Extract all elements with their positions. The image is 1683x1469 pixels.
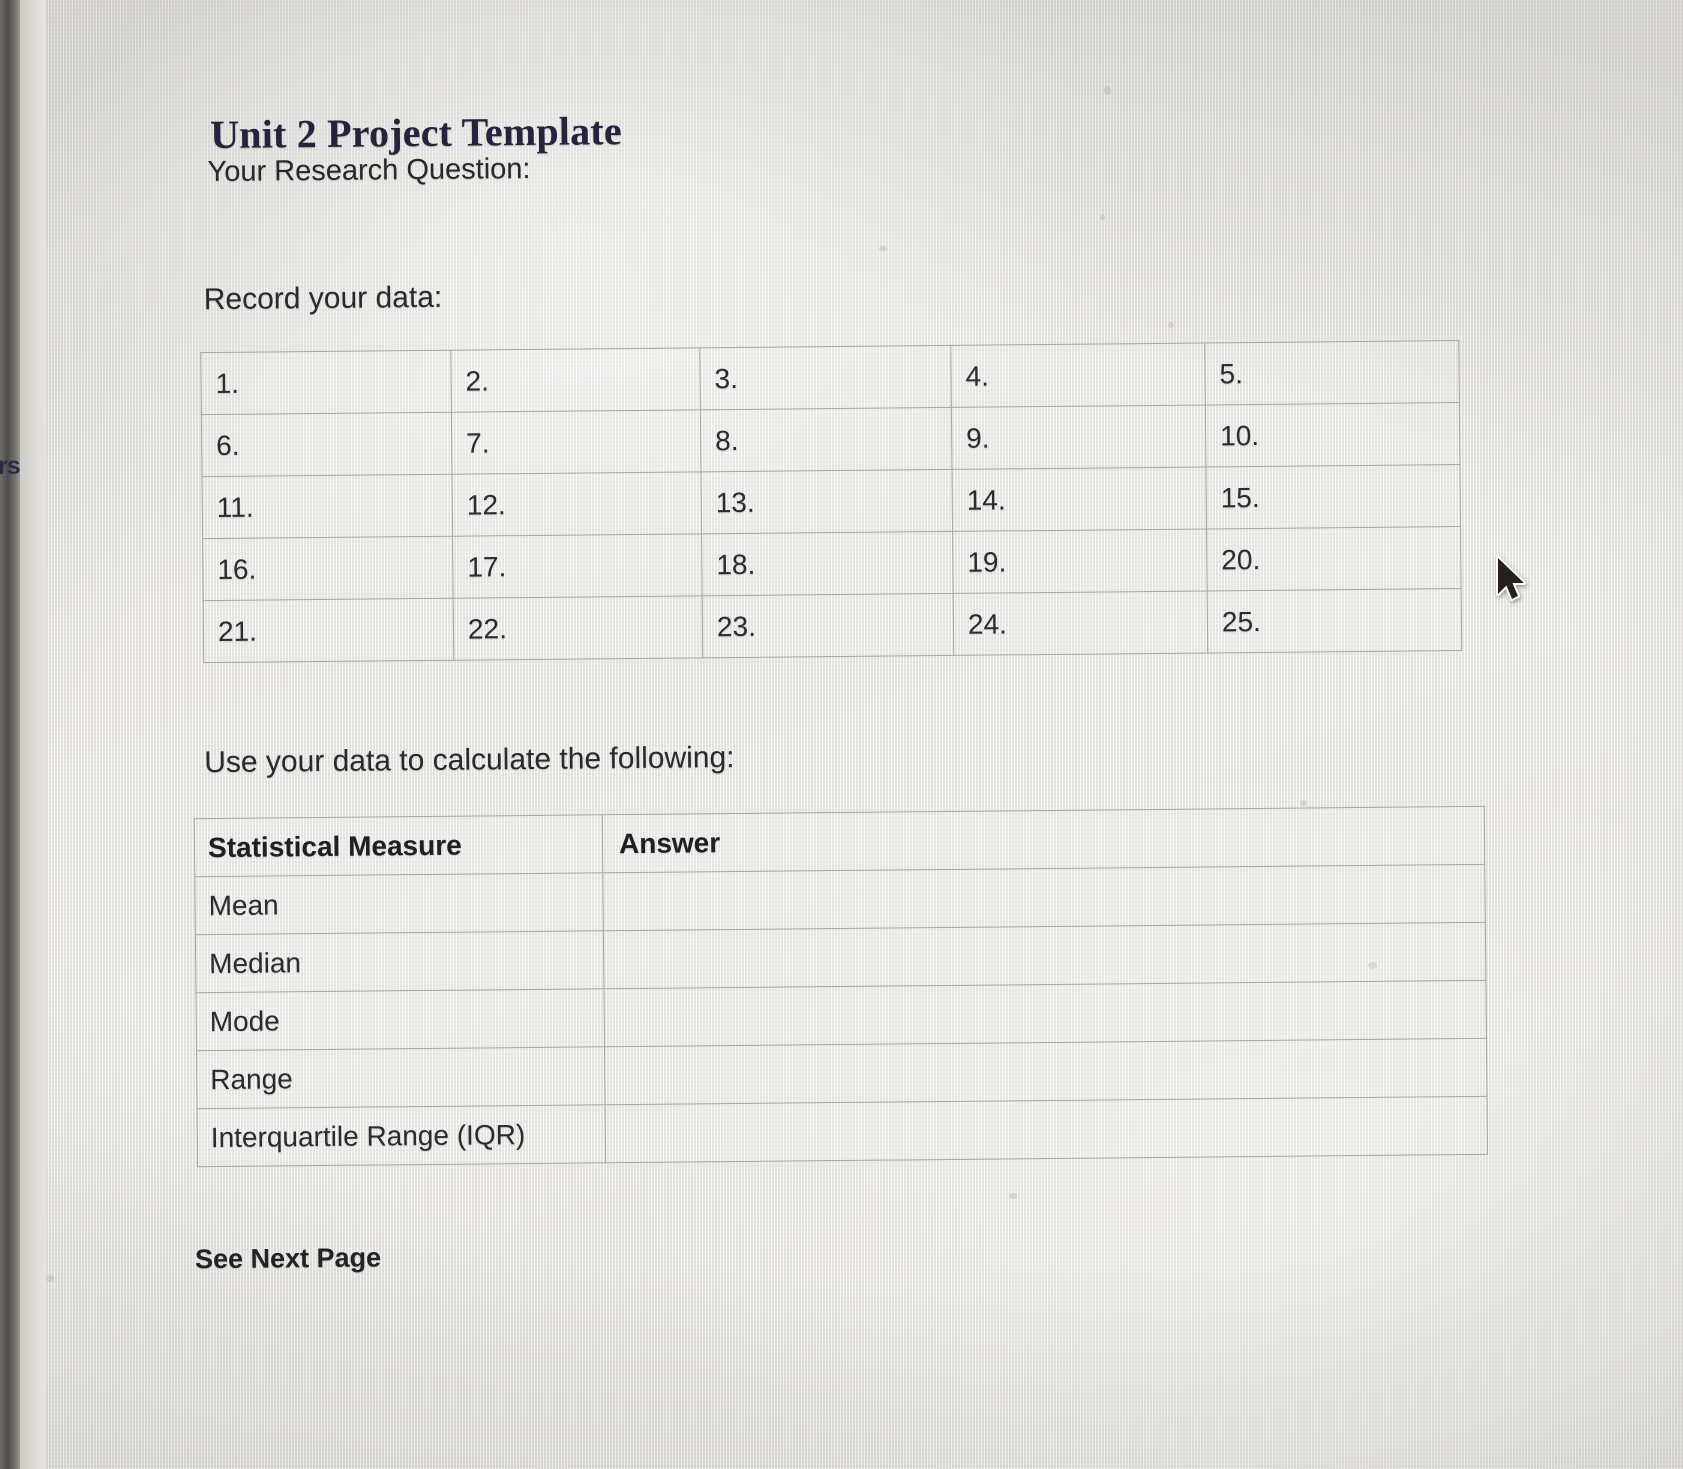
data-cell-18[interactable]: 18. [701,531,954,596]
screen-bezel-left [0,0,22,1469]
data-cell-6[interactable]: 6. [201,412,452,477]
data-cell-23[interactable]: 23. [702,593,954,658]
data-cell-24[interactable]: 24. [953,590,1208,656]
data-cell-2[interactable]: 2. [450,347,701,413]
data-cell-25[interactable]: 25. [1207,588,1462,653]
table-row: Interquartile Range (IQR) [197,1096,1488,1167]
stat-answer-mode[interactable] [603,980,1487,1047]
stat-label-range: Range [196,1046,606,1109]
research-question-label: Your Research Question: [207,152,531,189]
data-cell-17[interactable]: 17. [452,533,703,599]
stat-answer-range[interactable] [604,1038,1488,1105]
data-cell-12[interactable]: 12. [451,471,702,537]
statistical-measures-table: Statistical Measure Answer Mean Median M… [194,806,1488,1167]
stat-label-median: Median [195,930,604,993]
screen-edge-highlight [20,0,46,1469]
data-cell-10[interactable]: 10. [1205,402,1460,467]
table-row: 21. 22. 23. 24. 25. [203,588,1462,663]
data-cell-20[interactable]: 20. [1206,526,1462,591]
data-cell-21[interactable]: 21. [203,598,454,663]
calculate-following-label: Use your data to calculate the following… [204,741,735,780]
data-cell-1[interactable]: 1. [200,350,452,415]
stat-answer-mean[interactable] [602,864,1486,931]
data-cell-5[interactable]: 5. [1204,340,1460,405]
data-cell-4[interactable]: 4. [950,342,1206,408]
see-next-page-text: See Next Page [194,1242,382,1275]
column-header-answer: Answer [602,806,1485,873]
data-cell-19[interactable]: 19. [952,528,1208,594]
column-header-statistical-measure: Statistical Measure [194,814,603,877]
data-cell-3[interactable]: 3. [699,345,952,410]
data-cell-7[interactable]: 7. [451,409,701,475]
data-cell-13[interactable]: 13. [700,469,953,534]
data-cell-16[interactable]: 16. [202,536,454,601]
data-cell-9[interactable]: 9. [951,404,1206,470]
stat-label-mode: Mode [195,988,605,1051]
stat-label-iqr: Interquartile Range (IQR) [197,1104,606,1167]
stat-answer-iqr[interactable] [605,1096,1488,1163]
stat-answer-median[interactable] [603,922,1486,989]
data-cell-22[interactable]: 22. [453,595,703,661]
data-cell-8[interactable]: 8. [700,407,952,472]
data-cell-14[interactable]: 14. [951,466,1207,532]
data-cell-15[interactable]: 15. [1205,464,1461,529]
record-data-label: Record your data: [203,280,443,317]
stat-label-mean: Mean [194,872,604,935]
clipped-offscreen-text: rs [0,452,20,480]
data-cell-11[interactable]: 11. [201,474,453,539]
record-your-data-table: 1. 2. 3. 4. 5. 6. 7. 8. 9. 10. 11. 12. 1… [200,340,1462,663]
page-title: Unit 2 Project Template [209,108,622,158]
